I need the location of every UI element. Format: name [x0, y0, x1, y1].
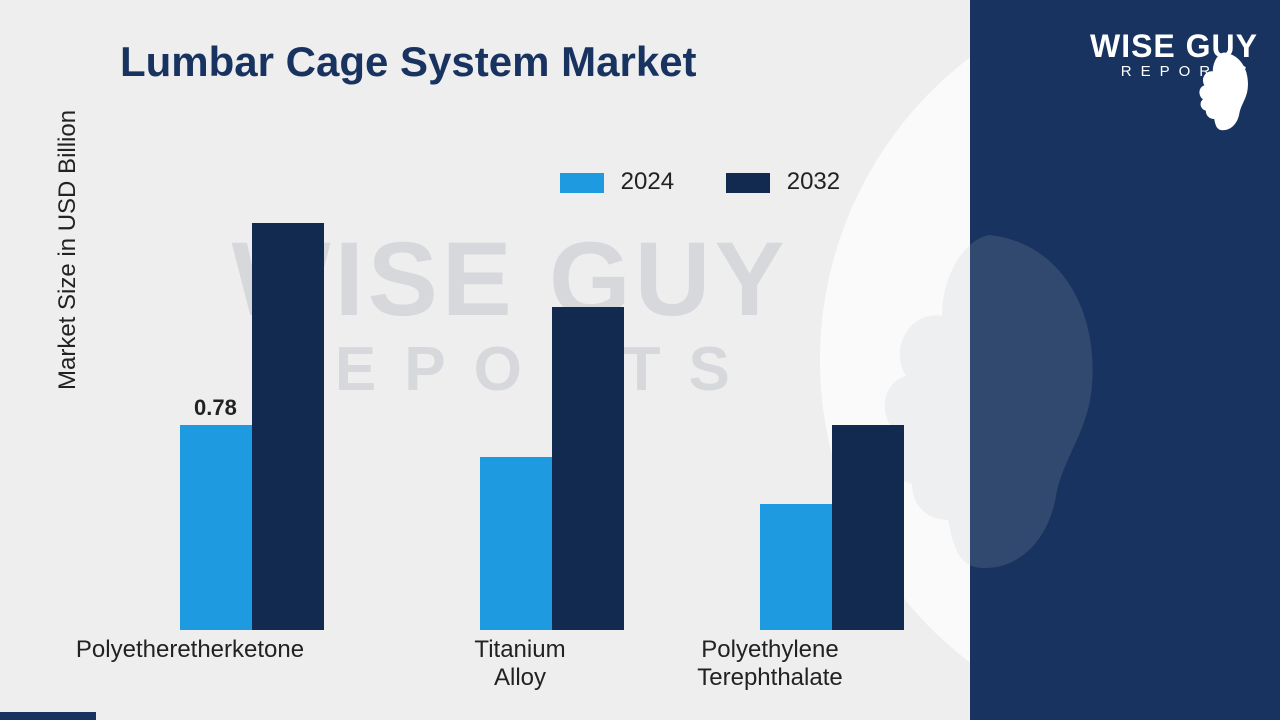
category-label: TitaniumAlloy [390, 636, 650, 692]
footer-accent-bar [0, 712, 96, 720]
bar [760, 504, 832, 630]
legend: 2024 2032 [560, 168, 840, 196]
bar [180, 425, 252, 630]
brand-logo: WISE GUY REPORTS [1090, 28, 1258, 80]
legend-label-2032: 2032 [787, 168, 840, 195]
legend-swatch-2024 [560, 173, 604, 193]
legend-label-2024: 2024 [621, 168, 674, 195]
bar [832, 425, 904, 630]
chart-title: Lumbar Cage System Market [120, 38, 697, 86]
legend-swatch-2032 [726, 173, 770, 193]
plot-area: 0.78 [110, 210, 970, 630]
brand-head-icon [1182, 46, 1252, 136]
bar-value-label: 0.78 [194, 395, 237, 421]
bar-group [180, 223, 324, 630]
bar [480, 457, 552, 630]
bar [252, 223, 324, 630]
category-label: PolyethyleneTerephthalate [640, 636, 900, 692]
category-label: Polyetheretherketone [60, 636, 320, 664]
chart-canvas: WISE GUY REPORTS Lumbar Cage System Mark… [0, 0, 1280, 720]
bar-group [480, 307, 624, 630]
legend-item-2024: 2024 [560, 168, 674, 196]
y-axis-label: Market Size in USD Billion [54, 110, 82, 390]
bar [552, 307, 624, 630]
bar-group [760, 425, 904, 630]
legend-item-2032: 2032 [726, 168, 840, 196]
